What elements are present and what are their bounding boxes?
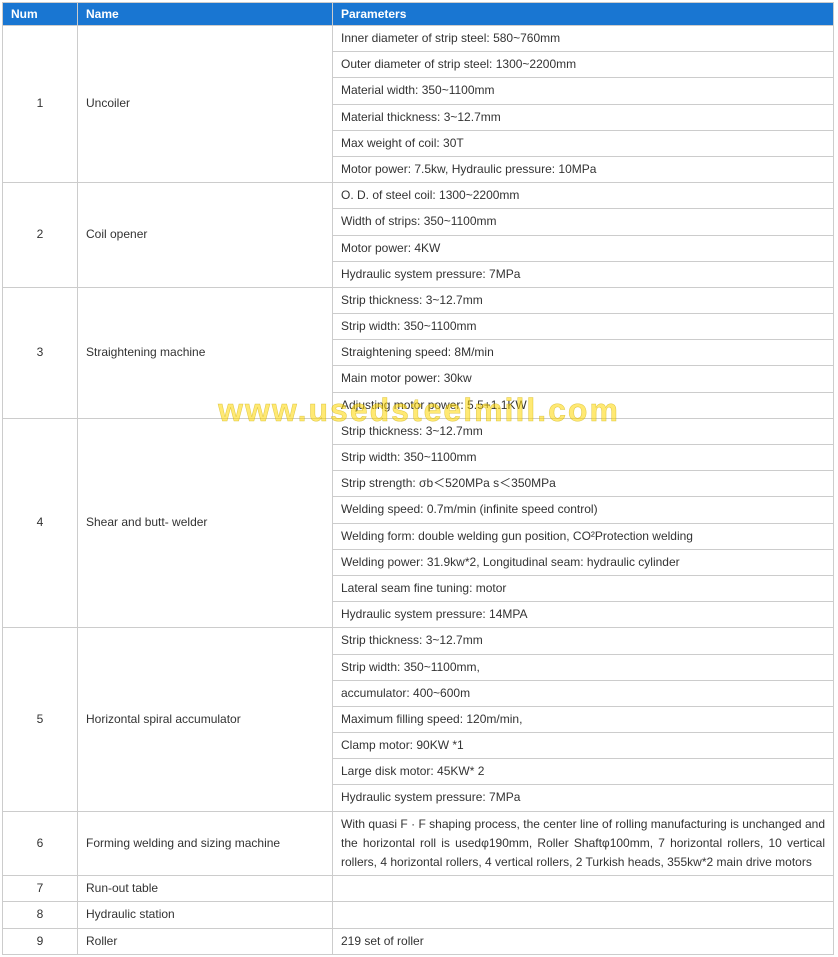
param-cell: Outer diameter of strip steel: 1300~2200… [333,52,834,78]
param-cell: Strip thickness: 3~12.7mm [333,418,834,444]
num-cell: 7 [3,876,78,902]
name-cell: Hydraulic station [78,902,333,928]
param-cell: Material thickness: 3~12.7mm [333,104,834,130]
param-cell: Strip width: 350~1100mm [333,314,834,340]
param-cell: Adjusting motor power: 5.5+1.1KW [333,392,834,418]
header-params: Parameters [333,3,834,26]
num-cell: 8 [3,902,78,928]
name-cell: Run-out table [78,876,333,902]
param-cell: Material width: 350~1100mm [333,78,834,104]
param-cell: Motor power: 7.5kw, Hydraulic pressure: … [333,156,834,182]
name-cell: Forming welding and sizing machine [78,811,333,876]
param-cell: Motor power: 4KW [333,235,834,261]
param-cell [333,902,834,928]
param-cell: accumulator: 400~600m [333,680,834,706]
param-cell: With quasi F · F shaping process, the ce… [333,811,834,876]
name-cell: Straightening machine [78,287,333,418]
table-row: 4Shear and butt- welderStrip thickness: … [3,418,834,444]
num-cell: 3 [3,287,78,418]
table-row: 8Hydraulic station [3,902,834,928]
num-cell: 5 [3,628,78,811]
param-cell: Large disk motor: 45KW* 2 [333,759,834,785]
param-cell: Clamp motor: 90KW *1 [333,733,834,759]
table-body: 1UncoilerInner diameter of strip steel: … [3,26,834,955]
table-row: 3Straightening machineStrip thickness: 3… [3,287,834,313]
param-cell: Strip thickness: 3~12.7mm [333,628,834,654]
name-cell: Uncoiler [78,26,333,183]
param-cell: Strip strength: σb＜520MPa s＜350MPa [333,471,834,497]
num-cell: 9 [3,928,78,954]
header-num: Num [3,3,78,26]
param-cell: Maximum filling speed: 120m/min, [333,706,834,732]
param-cell: Hydraulic system pressure: 14MPA [333,602,834,628]
param-cell: Hydraulic system pressure: 7MPa [333,261,834,287]
num-cell: 2 [3,183,78,288]
name-cell: Roller [78,928,333,954]
param-cell: Main motor power: 30kw [333,366,834,392]
table-row: 6Forming welding and sizing machineWith … [3,811,834,876]
param-cell: Width of strips: 350~1100mm [333,209,834,235]
param-cell: 219 set of roller [333,928,834,954]
header-name: Name [78,3,333,26]
name-cell: Coil opener [78,183,333,288]
param-cell: Welding speed: 0.7m/min (infinite speed … [333,497,834,523]
param-cell: Hydraulic system pressure: 7MPa [333,785,834,811]
header-row: Num Name Parameters [3,3,834,26]
param-cell: O. D. of steel coil: 1300~2200mm [333,183,834,209]
param-cell: Inner diameter of strip steel: 580~760mm [333,26,834,52]
num-cell: 4 [3,418,78,628]
param-cell: Strip thickness: 3~12.7mm [333,287,834,313]
param-cell: Strip width: 350~1100mm, [333,654,834,680]
param-cell: Strip width: 350~1100mm [333,445,834,471]
num-cell: 6 [3,811,78,876]
param-cell: Straightening speed: 8M/min [333,340,834,366]
param-cell [333,876,834,902]
param-cell: Welding form: double welding gun positio… [333,523,834,549]
name-cell: Horizontal spiral accumulator [78,628,333,811]
param-cell: Lateral seam fine tuning: motor [333,575,834,601]
table-row: 2Coil openerO. D. of steel coil: 1300~22… [3,183,834,209]
param-cell: Welding power: 31.9kw*2, Longitudinal se… [333,549,834,575]
table-row: 5Horizontal spiral accumulatorStrip thic… [3,628,834,654]
name-cell: Shear and butt- welder [78,418,333,628]
table-row: 7Run-out table [3,876,834,902]
num-cell: 1 [3,26,78,183]
spec-table: Num Name Parameters 1UncoilerInner diame… [2,2,834,955]
table-row: 9Roller219 set of roller [3,928,834,954]
param-cell: Max weight of coil: 30T [333,130,834,156]
table-row: 1UncoilerInner diameter of strip steel: … [3,26,834,52]
